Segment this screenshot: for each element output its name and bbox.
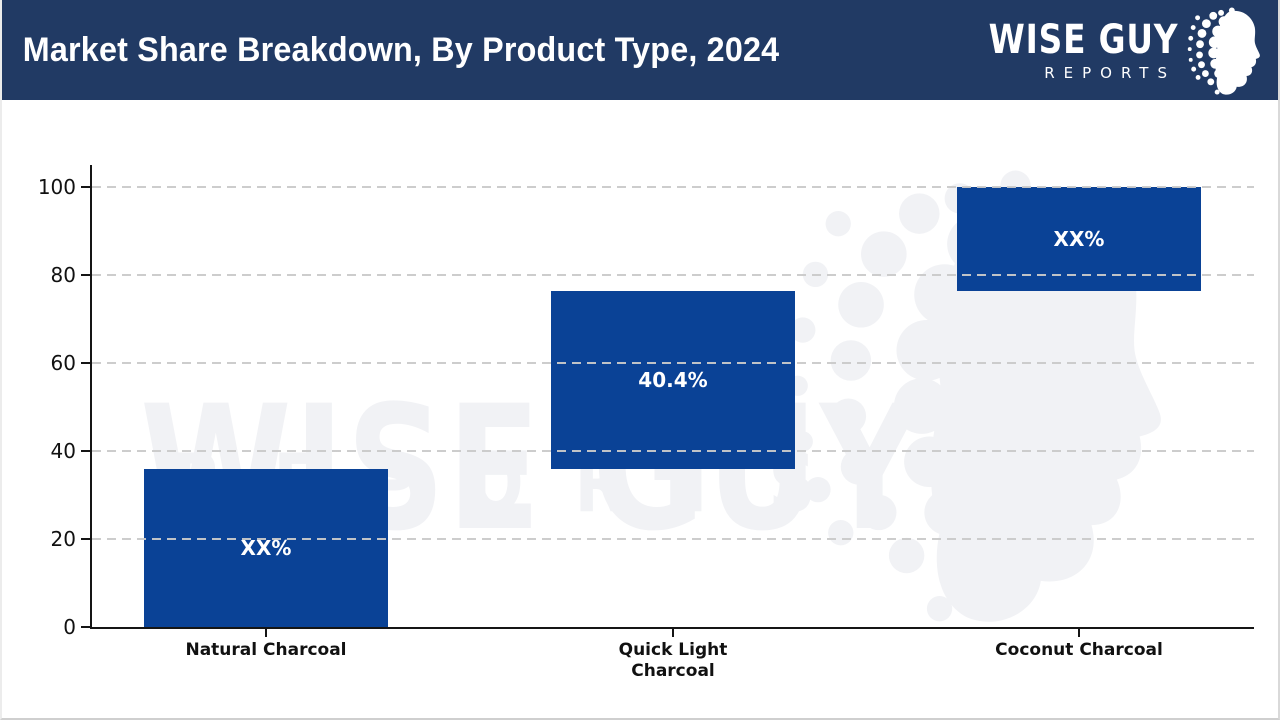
bar-value-label: 40.4% (638, 367, 708, 392)
y-tick-mark (81, 450, 90, 452)
x-axis-line (90, 627, 1254, 629)
y-tick-mark (81, 274, 90, 276)
bar-natural-charcoal (144, 468, 388, 627)
y-tick-label: 20 (50, 527, 76, 551)
y-tick-mark (81, 626, 90, 628)
y-axis-line (90, 165, 92, 629)
x-tick-label-quick-light-charcoal: Quick Light Charcoal (618, 640, 728, 681)
y-tick-label: 60 (50, 351, 76, 375)
x-tick-mark (672, 629, 674, 637)
y-tick-label: 80 (50, 263, 76, 287)
x-tick-label-natural-charcoal: Natural Charcoal (185, 640, 347, 660)
wiseguy-logo: WISE GUY REPORTS (947, 3, 1280, 97)
page-title: Market Share Breakdown, By Product Type,… (22, 30, 780, 69)
gridline-80 (92, 274, 1254, 276)
y-tick-label: 100 (37, 175, 76, 199)
gridline-100 (92, 186, 1254, 188)
bar-quick-light-charcoal (551, 290, 795, 469)
gridline-20 (92, 538, 1254, 540)
x-tick-mark (265, 629, 267, 637)
header-bar: Market Share Breakdown, By Product Type,… (2, 0, 1280, 100)
gridline-40 (92, 450, 1254, 452)
x-tick-mark (1078, 629, 1080, 637)
logo-wordmark: WISE GUY (988, 16, 1178, 63)
y-tick-mark (81, 538, 90, 540)
x-tick-label-coconut-charcoal: Coconut Charcoal (995, 640, 1163, 660)
bar-value-label: XX% (240, 535, 292, 560)
y-tick-mark (81, 362, 90, 364)
y-tick-mark (81, 186, 90, 188)
y-tick-label: 0 (63, 615, 76, 639)
logo-text: WISE GUY REPORTS (947, 20, 1178, 81)
y-tick-label: 40 (50, 439, 76, 463)
gridline-60 (92, 362, 1254, 364)
logo-subtitle: REPORTS (1044, 63, 1176, 82)
bar-value-label: XX% (1053, 226, 1105, 251)
